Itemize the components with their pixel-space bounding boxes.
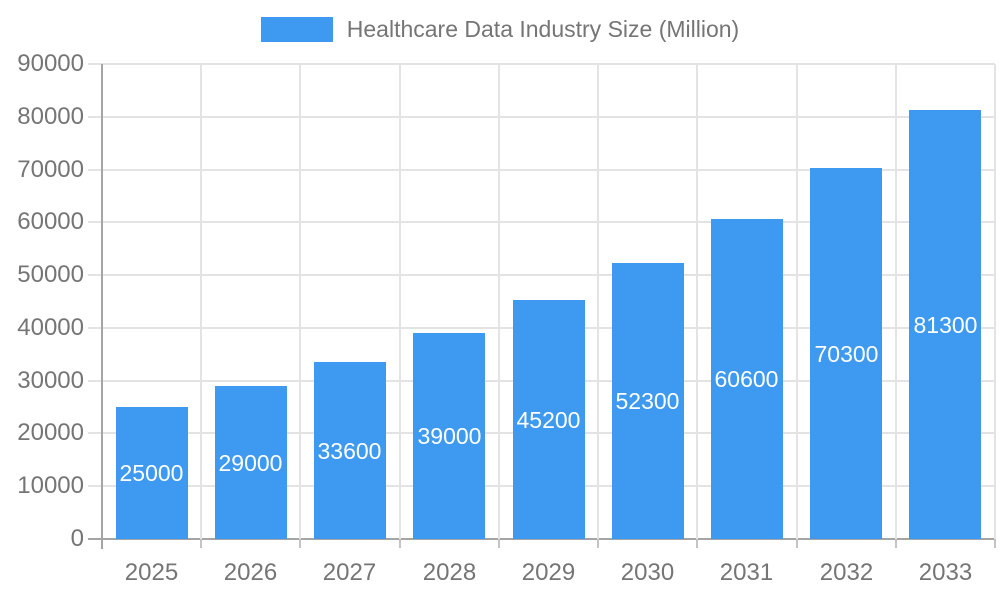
y-tick: [88, 169, 102, 171]
y-axis-label: 70000: [17, 156, 84, 183]
gridline-v: [399, 64, 401, 539]
gridline-h: [102, 169, 995, 171]
gridline-h: [102, 221, 995, 223]
x-tick: [498, 539, 500, 548]
y-tick: [88, 538, 102, 540]
y-tick: [88, 327, 102, 329]
gridline-v: [498, 64, 500, 539]
y-axis-label: 50000: [17, 261, 84, 288]
x-tick: [796, 539, 798, 548]
bar-2028[interactable]: [413, 333, 485, 539]
bar-2026[interactable]: [215, 386, 287, 539]
x-axis-label: 2027: [322, 559, 377, 586]
x-axis-label: 2029: [521, 559, 576, 586]
y-axis-line: [101, 64, 103, 549]
bar-2029[interactable]: [513, 300, 585, 539]
x-tick: [299, 539, 301, 548]
bar-2032[interactable]: [810, 168, 882, 539]
bar-2031[interactable]: [711, 219, 783, 539]
x-tick: [696, 539, 698, 548]
gridline-v: [796, 64, 798, 539]
legend-swatch-icon: [260, 17, 333, 42]
y-axis-label: 40000: [17, 314, 84, 341]
y-tick: [88, 380, 102, 382]
x-axis-label: 2025: [124, 559, 179, 586]
gridline-v: [994, 64, 996, 539]
bar-2025[interactable]: [116, 407, 188, 539]
x-axis-label: 2031: [719, 559, 774, 586]
gridline-h: [102, 63, 995, 65]
y-axis-label: 90000: [17, 50, 84, 77]
bar-2027[interactable]: [314, 362, 386, 539]
y-tick: [88, 274, 102, 276]
y-tick: [88, 63, 102, 65]
y-axis-label: 0: [70, 525, 84, 552]
y-tick: [88, 116, 102, 118]
y-axis-label: 30000: [17, 367, 84, 394]
gridline-v: [895, 64, 897, 539]
gridline-v: [597, 64, 599, 539]
x-tick: [399, 539, 401, 548]
x-axis-label: 2032: [819, 559, 874, 586]
bar-2033[interactable]: [909, 110, 981, 539]
chart-legend: Healthcare Data Industry Size (Million): [0, 16, 1000, 43]
x-tick: [895, 539, 897, 548]
legend-label: Healthcare Data Industry Size (Million): [346, 16, 740, 42]
gridline-v: [299, 64, 301, 539]
x-axis-label: 2026: [223, 559, 278, 586]
gridline-h: [102, 116, 995, 118]
y-tick: [88, 485, 102, 487]
gridline-v: [696, 64, 698, 539]
y-axis-label: 10000: [17, 472, 84, 499]
y-axis-label: 60000: [17, 208, 84, 235]
x-tick: [597, 539, 599, 548]
y-tick: [88, 432, 102, 434]
x-axis-label: 2028: [422, 559, 477, 586]
gridline-v: [200, 64, 202, 539]
bar-2030[interactable]: [612, 263, 684, 539]
x-axis-label: 2033: [918, 559, 973, 586]
y-axis-label: 80000: [17, 103, 84, 130]
y-tick: [88, 221, 102, 223]
y-axis-label: 20000: [17, 419, 84, 446]
gridline-h: [102, 274, 995, 276]
x-tick: [200, 539, 202, 548]
x-axis-line: [102, 538, 995, 540]
x-axis-label: 2030: [620, 559, 675, 586]
x-tick: [994, 539, 996, 548]
